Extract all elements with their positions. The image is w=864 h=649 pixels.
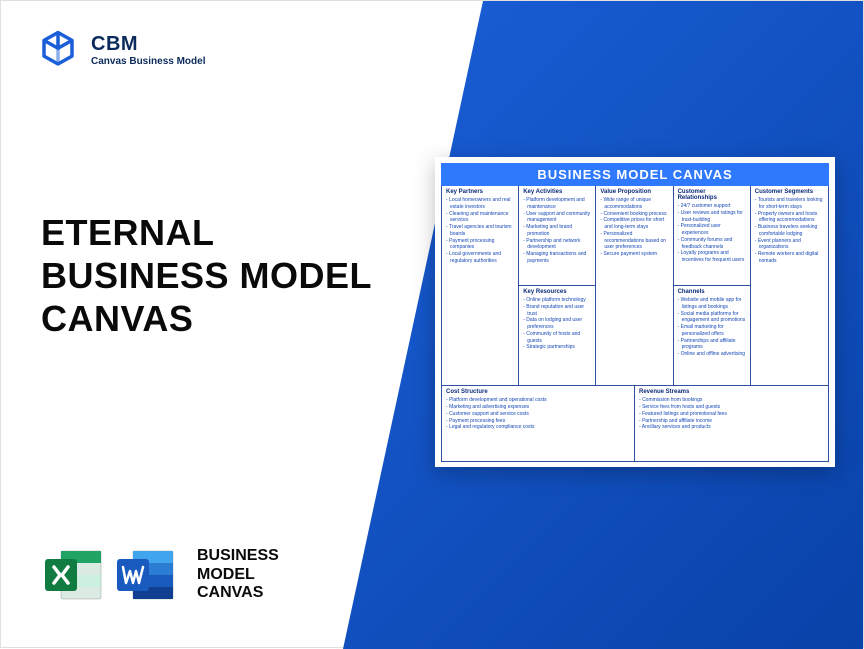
title-line-3: CANVAS [41, 297, 372, 340]
list-item: Personalized user experiences [678, 223, 746, 237]
cell-list: Website and mobile app for listings and … [678, 297, 746, 358]
list-item: Email marketing for personalized offers [678, 324, 746, 338]
list-item: Data on lodging and user preferences [523, 317, 591, 331]
list-item: Brand reputation and user trust [523, 304, 591, 318]
list-item: Convenient booking process [600, 211, 668, 218]
list-item: Social media platforms for engagement an… [678, 311, 746, 325]
cell-list: Commission from bookingsService fees fro… [639, 397, 824, 431]
file-label-line-1: BUSINESS [197, 547, 279, 565]
cbm-logo-icon [37, 29, 79, 71]
list-item: Remote workers and digital nomads [755, 251, 824, 265]
brand-subtitle: Canvas Business Model [91, 56, 205, 67]
file-label-line-3: CANVAS [197, 584, 279, 602]
canvas-bottom-row: Cost Structure Platform development and … [442, 385, 828, 461]
cell-title: Customer Relationships [678, 189, 746, 201]
cell-customer-relationships: Customer Relationships 24/7 customer sup… [674, 186, 750, 286]
cell-key-activities: Key Activities Platform development and … [519, 186, 595, 286]
list-item: Platform development and operational cos… [446, 397, 630, 404]
cell-list: Platform development and operational cos… [446, 397, 630, 431]
cell-title: Channels [678, 289, 746, 295]
cell-key-activities-resources: Key Activities Platform development and … [519, 186, 596, 385]
list-item: Commission from bookings [639, 397, 824, 404]
list-item: Payment processing fees [446, 418, 630, 425]
title-line-1: ETERNAL [41, 211, 372, 254]
word-icon [113, 543, 177, 607]
cell-cost-structure: Cost Structure Platform development and … [442, 386, 635, 461]
list-item: User reviews and ratings for trust-build… [678, 210, 746, 224]
list-item: Partnership and network development [523, 238, 591, 252]
cell-channels: Channels Website and mobile app for list… [674, 286, 750, 385]
list-item: Payment processing companies [446, 238, 514, 252]
list-item: Secure payment system [600, 251, 668, 258]
cell-title: Customer Segments [755, 189, 824, 195]
list-item: Platform development and maintenance [523, 197, 591, 211]
canvas-top-row: Key Partners Local homeowners and real e… [442, 186, 828, 385]
cell-title: Cost Structure [446, 389, 630, 395]
list-item: User support and community management [523, 211, 591, 225]
list-item: Tourists and travelers looking for short… [755, 197, 824, 211]
file-label: BUSINESS MODEL CANVAS [197, 547, 279, 602]
list-item: Community forums and feedback channels [678, 237, 746, 251]
list-item: Online platform technology [523, 297, 591, 304]
cell-list: Tourists and travelers looking for short… [755, 197, 824, 265]
list-item: Featured listings and promotional fees [639, 411, 824, 418]
excel-icon [41, 543, 105, 607]
list-item: Partnerships and affiliate programs [678, 338, 746, 352]
list-item: Business travelers seeking comfortable l… [755, 224, 824, 238]
business-model-canvas: BUSINESS MODEL CANVAS Key Partners Local… [435, 157, 835, 467]
cell-title: Key Partners [446, 189, 514, 195]
list-item: Strategic partnerships [523, 344, 591, 351]
cell-list: 24/7 customer supportUser reviews and ra… [678, 203, 746, 264]
cell-key-partners: Key Partners Local homeowners and real e… [442, 186, 519, 385]
list-item: Legal and regulatory compliance costs [446, 424, 630, 431]
list-item: 24/7 customer support [678, 203, 746, 210]
list-item: Property owners and hosts offering accom… [755, 211, 824, 225]
brand-text: CBM Canvas Business Model [91, 33, 205, 67]
title-line-2: BUSINESS MODEL [41, 254, 372, 297]
list-item: Competitive prices for short and long-te… [600, 217, 668, 231]
list-item: Customer support and service costs [446, 411, 630, 418]
cell-value-proposition: Value Proposition Wide range of unique a… [596, 186, 673, 385]
list-item: Travel agencies and tourism boards [446, 224, 514, 238]
list-item: Online and offline advertising [678, 351, 746, 358]
cell-title: Key Activities [523, 189, 591, 195]
page-title: ETERNAL BUSINESS MODEL CANVAS [41, 211, 372, 341]
cell-list: Local homeowners and real estate investo… [446, 197, 514, 265]
cell-title: Value Proposition [600, 189, 668, 195]
list-item: Event planners and organizations [755, 238, 824, 252]
list-item: Local governments and regulatory authori… [446, 251, 514, 265]
file-label-line-2: MODEL [197, 566, 279, 584]
cell-list: Online platform technologyBrand reputati… [523, 297, 591, 351]
list-item: Personalized recommendations based on us… [600, 231, 668, 251]
list-item: Marketing and advertising expenses [446, 404, 630, 411]
list-item: Cleaning and maintenance services [446, 211, 514, 225]
list-item: Managing transactions and payments [523, 251, 591, 265]
list-item: Ancillary services and products [639, 424, 824, 431]
cell-key-resources: Key Resources Online platform technology… [519, 286, 595, 385]
list-item: Community of hosts and guests [523, 331, 591, 345]
canvas-grid: Key Partners Local homeowners and real e… [441, 186, 829, 462]
canvas-header: BUSINESS MODEL CANVAS [441, 163, 829, 186]
list-item: Service fees from hosts and guests [639, 404, 824, 411]
cell-revenue-streams: Revenue Streams Commission from bookings… [635, 386, 828, 461]
cell-title: Key Resources [523, 289, 591, 295]
list-item: Website and mobile app for listings and … [678, 297, 746, 311]
list-item: Wide range of unique accommodations [600, 197, 668, 211]
brand-abbr: CBM [91, 33, 205, 56]
list-item: Local homeowners and real estate investo… [446, 197, 514, 211]
brand-logo: CBM Canvas Business Model [37, 29, 205, 71]
cell-list: Platform development and maintenanceUser… [523, 197, 591, 265]
cell-list: Wide range of unique accommodationsConve… [600, 197, 668, 258]
cell-title: Revenue Streams [639, 389, 824, 395]
file-format-icons: BUSINESS MODEL CANVAS [41, 543, 279, 607]
list-item: Marketing and brand promotion [523, 224, 591, 238]
cell-relationships-channels: Customer Relationships 24/7 customer sup… [674, 186, 751, 385]
list-item: Loyalty programs and incentives for freq… [678, 250, 746, 264]
list-item: Partnership and affiliate income [639, 418, 824, 425]
cell-customer-segments: Customer Segments Tourists and travelers… [751, 186, 828, 385]
